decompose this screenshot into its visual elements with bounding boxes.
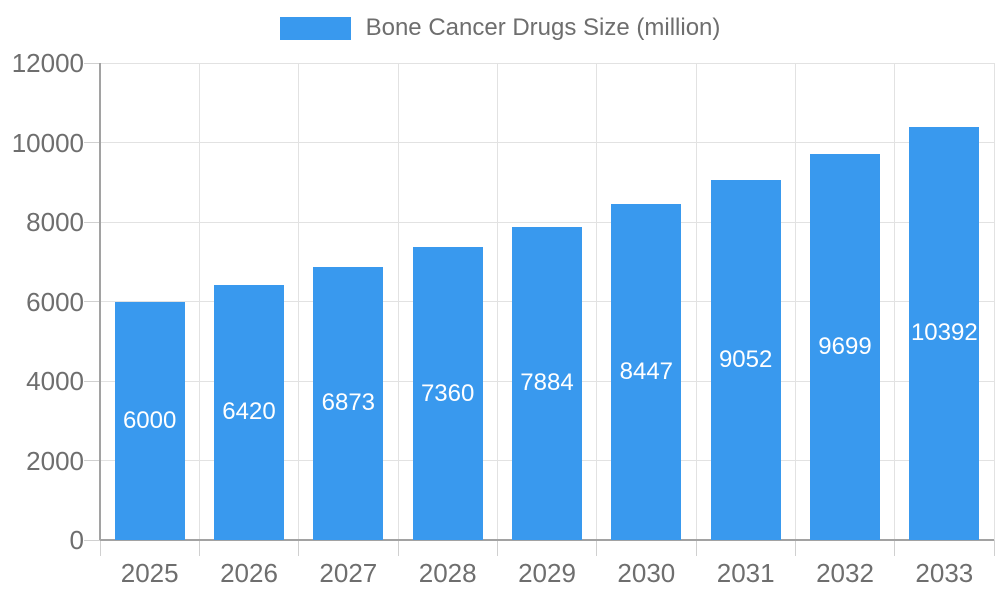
x-axis-label: 2032 [816, 558, 874, 588]
x-axis-tick [99, 540, 101, 556]
bar-value-label: 8447 [619, 358, 674, 386]
y-axis-tick [84, 142, 100, 143]
y-axis-label: 0 [69, 525, 84, 555]
x-axis-tick [496, 540, 498, 556]
bar-value-label: 6000 [122, 406, 177, 434]
bar-value-label: 7884 [520, 369, 574, 397]
y-axis-label: 10000 [11, 127, 84, 158]
bar-2028[interactable] [412, 247, 483, 540]
bar-2033[interactable] [909, 126, 980, 540]
plot-area: 6000 6420 6873 7360 7884 8447 9052 9699 10392 [84, 62, 995, 556]
gridline-horizontal [100, 142, 994, 143]
gridline-horizontal [100, 221, 994, 223]
bar-value-label: 9052 [718, 346, 773, 374]
gridline-horizontal [100, 62, 994, 64]
bar-2030[interactable] [611, 204, 682, 540]
gridline-vertical [794, 63, 796, 540]
x-axis-label: 2026 [220, 558, 278, 588]
y-axis-label: 6000 [26, 286, 84, 317]
y-axis-line [99, 63, 101, 540]
x-axis-label: 2030 [617, 558, 676, 588]
gridline-vertical [596, 63, 598, 540]
bar-value-label: 6420 [222, 398, 276, 426]
x-axis-tick [794, 540, 796, 556]
bar-2029[interactable] [512, 226, 582, 540]
x-axis-line [100, 539, 994, 541]
legend-item[interactable]: Bone Cancer Drugs Size (million) [0, 14, 1000, 42]
x-axis-tick [397, 540, 399, 556]
x-axis-tick [298, 540, 300, 556]
bar-2031[interactable] [710, 180, 781, 540]
x-axis-tick [993, 540, 995, 556]
gridline-vertical [496, 63, 498, 540]
x-axis-label: 2027 [319, 558, 378, 588]
bar-2026[interactable] [214, 284, 284, 540]
gridline-vertical [298, 63, 300, 540]
y-axis-label: 12000 [11, 48, 84, 78]
y-axis-tick [84, 301, 100, 302]
gridline-vertical [198, 63, 200, 540]
gridline-vertical [397, 63, 399, 540]
x-axis-label: 2028 [418, 558, 477, 588]
x-axis-tick [894, 540, 896, 556]
y-axis-label: 8000 [26, 207, 84, 237]
gridline-vertical [894, 63, 896, 540]
x-axis-tick [596, 540, 598, 556]
y-axis-tick [84, 62, 100, 64]
bar-value-label: 9699 [818, 333, 872, 361]
bar-value-label: 6873 [321, 389, 376, 417]
x-axis-label: 2029 [518, 558, 576, 588]
x-axis-label: 2031 [716, 558, 775, 588]
legend-swatch [279, 16, 351, 40]
bar-2027[interactable] [313, 266, 384, 540]
y-axis-tick [84, 221, 100, 223]
x-axis-label: 2033 [915, 558, 974, 588]
y-axis-tick [84, 380, 100, 382]
y-axis-tick [84, 539, 100, 541]
x-axis-tick [695, 540, 697, 556]
legend-label: Bone Cancer Drugs Size (million) [365, 14, 721, 41]
x-axis-label: 2025 [120, 558, 179, 588]
bar-value-label: 10392 [910, 319, 978, 347]
gridline-vertical [695, 63, 697, 540]
bar-2025[interactable] [114, 301, 185, 540]
gridline-vertical [993, 63, 995, 540]
bar-value-label: 7360 [420, 379, 475, 407]
y-axis-tick [84, 460, 100, 461]
y-axis-label: 2000 [26, 445, 84, 476]
x-axis-tick [198, 540, 200, 556]
bar-2032[interactable] [810, 154, 880, 540]
y-axis-label: 4000 [26, 366, 84, 396]
